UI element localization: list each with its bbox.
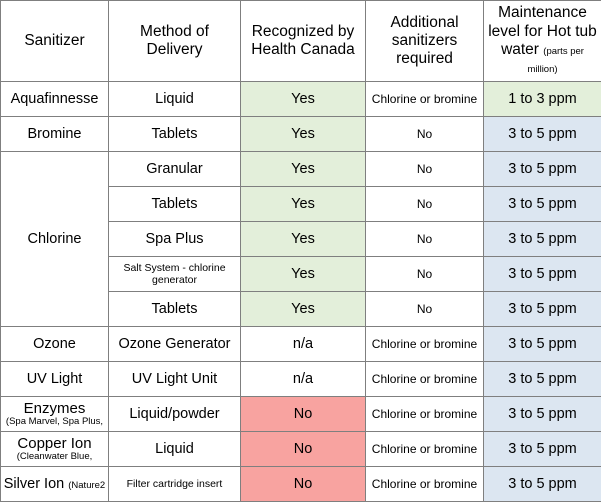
cell-sanitizer: Ozone [1,327,109,362]
cell-method-of-delivery: Granular [109,152,241,187]
column-header-recognized-by-health-canada: Recognized by Health Canada [241,1,366,82]
column-header-additional-sanitizers-required: Additional sanitizers required [366,1,484,82]
cell-recognized-by-health-canada: n/a [241,327,366,362]
cell-additional-sanitizers-required: No [366,187,484,222]
cell-method-of-delivery: Liquid [109,432,241,467]
table-header: Sanitizer Method of Delivery Recognized … [1,1,601,82]
cell-recognized-by-health-canada: n/a [241,362,366,397]
cell-sanitizer: UV Light [1,362,109,397]
cell-recognized-by-health-canada: Yes [241,292,366,327]
column-header-method-of-delivery: Method of Delivery [109,1,241,82]
cell-recognized-by-health-canada: No [241,432,366,467]
cell-maintenance-level: 3 to 5 ppm [484,292,601,327]
cell-additional-sanitizers-required: No [366,222,484,257]
sanitizer-name: Copper Ion [3,436,106,452]
column-header-sanitizer: Sanitizer [1,1,109,82]
cell-recognized-by-health-canada: Yes [241,222,366,257]
cell-recognized-by-health-canada: Yes [241,257,366,292]
cell-maintenance-level: 3 to 5 ppm [484,257,601,292]
cell-method-of-delivery: Filter cartridge insert [109,467,241,502]
cell-additional-sanitizers-required: No [366,117,484,152]
cell-recognized-by-health-canada: Yes [241,152,366,187]
cell-additional-sanitizers-required: No [366,257,484,292]
cell-additional-sanitizers-required: Chlorine or bromine [366,432,484,467]
cell-method-of-delivery: Tablets [109,117,241,152]
cell-maintenance-level: 1 to 3 ppm [484,82,601,117]
cell-maintenance-level: 3 to 5 ppm [484,117,601,152]
cell-maintenance-level: 3 to 5 ppm [484,362,601,397]
cell-sanitizer: Chlorine [1,152,109,327]
cell-additional-sanitizers-required: Chlorine or bromine [366,362,484,397]
sanitizer-name: Enzymes [3,401,106,417]
cell-maintenance-level: 3 to 5 ppm [484,222,601,257]
cell-recognized-by-health-canada: No [241,467,366,502]
cell-maintenance-level: 3 to 5 ppm [484,152,601,187]
cell-recognized-by-health-canada: Yes [241,117,366,152]
sanitizer-brand-note: (Spa Marvel, Spa Plus, [3,417,106,427]
cell-recognized-by-health-canada: Yes [241,187,366,222]
cell-recognized-by-health-canada: Yes [241,82,366,117]
cell-maintenance-level: 3 to 5 ppm [484,397,601,432]
sanitizer-brand-note: (Nature2 [68,480,105,491]
cell-method-of-delivery: Salt System - chlorine generator [109,257,241,292]
cell-sanitizer: Bromine [1,117,109,152]
cell-maintenance-level: 3 to 5 ppm [484,432,601,467]
cell-sanitizer: Enzymes(Spa Marvel, Spa Plus, [1,397,109,432]
cell-method-of-delivery: Tablets [109,187,241,222]
cell-recognized-by-health-canada: No [241,397,366,432]
header-row: Sanitizer Method of Delivery Recognized … [1,1,601,82]
cell-sanitizer: Copper Ion(Cleanwater Blue, [1,432,109,467]
cell-method-of-delivery: Tablets [109,292,241,327]
cell-method-of-delivery: Liquid [109,82,241,117]
cell-additional-sanitizers-required: Chlorine or bromine [366,327,484,362]
cell-method-of-delivery: UV Light Unit [109,362,241,397]
column-header-maintenance-level: Maintenance level for Hot tub water (par… [484,1,601,82]
cell-additional-sanitizers-required: No [366,292,484,327]
cell-method-of-delivery: Spa Plus [109,222,241,257]
sanitizer-name: Silver Ion [4,476,64,492]
cell-additional-sanitizers-required: Chlorine or bromine [366,397,484,432]
cell-method-of-delivery: Ozone Generator [109,327,241,362]
cell-maintenance-level: 3 to 5 ppm [484,187,601,222]
cell-method-of-delivery: Liquid/powder [109,397,241,432]
cell-maintenance-level: 3 to 5 ppm [484,467,601,502]
table-row: Enzymes(Spa Marvel, Spa Plus,Liquid/powd… [1,397,601,432]
cell-sanitizer: Silver Ion (Nature2 [1,467,109,502]
sanitizer-brand-note: (Cleanwater Blue, [3,452,106,462]
cell-additional-sanitizers-required: No [366,152,484,187]
cell-maintenance-level: 3 to 5 ppm [484,327,601,362]
cell-sanitizer: Aquafinnesse [1,82,109,117]
cell-additional-sanitizers-required: Chlorine or bromine [366,467,484,502]
cell-additional-sanitizers-required: Chlorine or bromine [366,82,484,117]
